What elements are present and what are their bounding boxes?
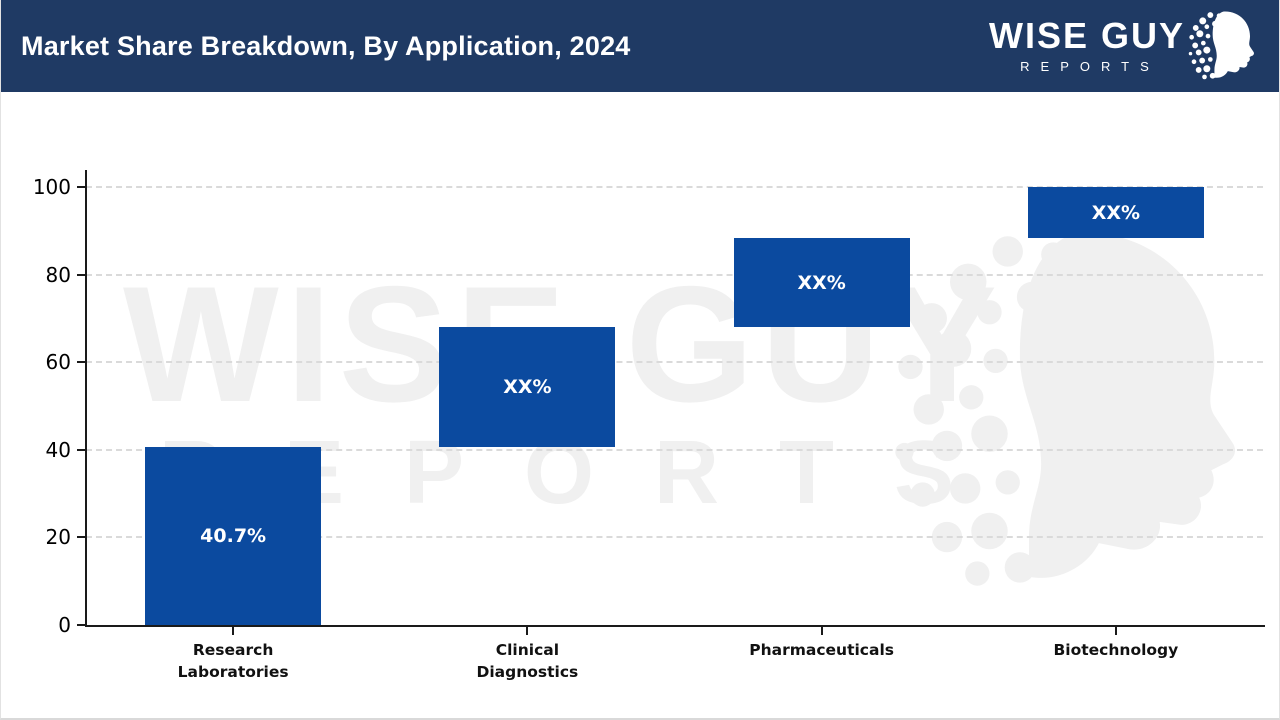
bar-value-label: 40.7%: [200, 524, 267, 547]
y-tick-mark: [77, 186, 85, 188]
y-tick-label: 20: [45, 525, 71, 550]
bar-segment: XX%: [439, 327, 616, 447]
bar-segment: 40.7%: [145, 446, 322, 625]
gridline: [86, 536, 1263, 539]
x-tick-mark: [1114, 627, 1117, 635]
x-tick-mark: [526, 627, 529, 635]
x-category-label: Pharmaceuticals: [675, 640, 969, 662]
y-tick-mark: [77, 624, 85, 626]
gridline: [86, 361, 1263, 364]
x-category-label-line: Diagnostics: [476, 662, 579, 681]
plot-area: 40.7% XX% XX% XX%: [86, 187, 1263, 625]
y-tick-label: 0: [58, 613, 71, 637]
y-tick-mark: [77, 448, 85, 451]
x-tick-mark: [232, 627, 235, 635]
x-category-label-line: Laboratories: [177, 662, 289, 681]
x-category-label-line: Clinical: [495, 641, 560, 659]
gridline: [86, 273, 1263, 276]
page-title: Market Share Breakdown, By Application, …: [21, 30, 631, 61]
bar-value-label: XX%: [797, 271, 846, 294]
x-axis-line: [85, 625, 1265, 627]
y-tick-mark: [77, 361, 85, 364]
x-tick-mark: [820, 627, 823, 635]
bar-segment: XX%: [1027, 187, 1204, 239]
x-category-label-line: Pharmaceuticals: [749, 641, 894, 659]
y-tick-mark: [77, 273, 85, 276]
gridline: [86, 186, 1263, 188]
x-category-label: Biotechnology: [969, 640, 1263, 662]
brand-logo-text: WISE GUY REPORTS: [988, 15, 1185, 75]
y-tick-label: 80: [45, 262, 71, 287]
x-category-label-line: Research: [192, 641, 274, 659]
wiseguy-head-icon: [1188, 11, 1254, 80]
header-bar: Market Share Breakdown, By Application, …: [1, 0, 1279, 92]
bar-value-label: XX%: [1091, 201, 1141, 224]
brand-name: WISE GUY: [988, 15, 1185, 56]
brand-logo: WISE GUY REPORTS: [989, 7, 1257, 85]
brand-subtitle: REPORTS: [1020, 59, 1160, 74]
x-category-label: Research Laboratories: [86, 640, 380, 683]
gridline: [86, 448, 1263, 451]
bar-segment: XX%: [733, 238, 910, 328]
y-tick-label: 40: [45, 437, 71, 462]
y-tick-label: 60: [45, 350, 71, 375]
y-axis-line: [85, 170, 87, 627]
bar-value-label: XX%: [503, 375, 552, 398]
x-category-label: Clinical Diagnostics: [380, 640, 674, 683]
x-category-label-line: Biotechnology: [1053, 641, 1179, 659]
y-tick-mark: [77, 536, 85, 539]
y-tick-label: 100: [32, 175, 71, 199]
